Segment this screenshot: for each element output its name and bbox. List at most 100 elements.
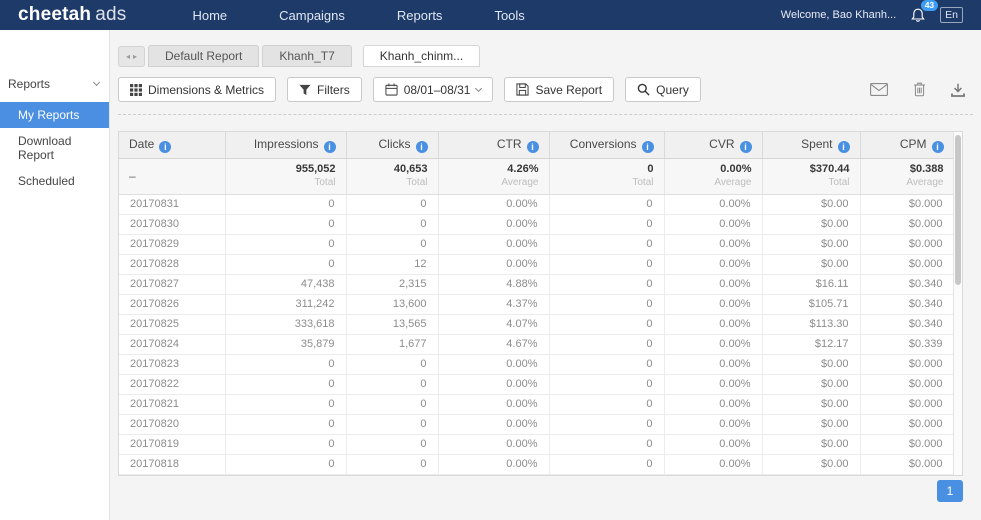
nav-item-tools[interactable]: Tools bbox=[494, 7, 525, 23]
metric-cell: 13,600 bbox=[346, 294, 439, 315]
tab-scroll-arrows[interactable]: ◂ ▸ bbox=[118, 46, 145, 67]
metric-cell: 0.00% bbox=[664, 294, 763, 315]
save-report-button[interactable]: Save Report bbox=[504, 77, 615, 102]
nav-item-reports[interactable]: Reports bbox=[396, 7, 443, 23]
metric-cell: 0.00% bbox=[438, 374, 550, 395]
column-header-label: Spent bbox=[801, 137, 833, 151]
nav-item-home[interactable]: Home bbox=[192, 7, 228, 23]
date-cell: 20170825 bbox=[119, 314, 226, 335]
column-header-conversions[interactable]: Conversions i bbox=[549, 132, 665, 159]
sidebar-group-reports[interactable]: Reports bbox=[0, 72, 109, 96]
info-icon[interactable]: i bbox=[837, 140, 850, 153]
sidebar-item-scheduled[interactable]: Scheduled bbox=[18, 174, 75, 188]
column-header-cvr[interactable]: CVR i bbox=[664, 132, 763, 159]
table-row: 20170819 0 0 0.00% 0 0.00% $0.00 $0.000 bbox=[119, 434, 955, 455]
sidebar-item-my-reports[interactable]: My Reports bbox=[0, 102, 109, 128]
welcome-text[interactable]: Welcome, Bao Khanh... bbox=[780, 9, 897, 21]
delete-report-button[interactable] bbox=[913, 82, 926, 97]
metric-cell: 0 bbox=[549, 454, 665, 475]
info-icon[interactable]: i bbox=[931, 140, 944, 153]
metric-cell: $0.00 bbox=[762, 394, 861, 415]
sidebar-group-label: Reports bbox=[8, 77, 51, 91]
filters-button[interactable]: Filters bbox=[287, 77, 362, 102]
tab-scroll-right-icon[interactable]: ▸ bbox=[133, 52, 138, 61]
metric-cell: $0.00 bbox=[762, 214, 861, 235]
column-header-label: Conversions bbox=[569, 137, 637, 151]
query-label: Query bbox=[656, 82, 689, 97]
date-range-button[interactable]: 08/01–08/31 bbox=[372, 77, 494, 102]
metric-cell: 4.07% bbox=[438, 314, 550, 335]
metric-cell: 0.00% bbox=[664, 334, 763, 355]
metric-cell: $0.000 bbox=[860, 214, 955, 235]
totals-metric-cell: 0.00% Average bbox=[664, 158, 763, 195]
metric-cell: 0.00% bbox=[438, 194, 550, 215]
brand-logo[interactable]: cheetah ads bbox=[18, 4, 126, 26]
tab-default-report[interactable]: Default Report bbox=[148, 45, 260, 67]
tab-khanh-t7[interactable]: Khanh_T7 bbox=[262, 45, 352, 67]
date-cell: 20170823 bbox=[119, 354, 226, 375]
scrollbar-thumb[interactable] bbox=[955, 135, 961, 285]
metric-cell: $0.000 bbox=[860, 254, 955, 275]
metric-cell: 0.00% bbox=[438, 234, 550, 255]
tab-scroll-left-icon[interactable]: ◂ bbox=[125, 52, 130, 61]
column-header-clicks[interactable]: Clicks i bbox=[346, 132, 439, 159]
table-row: 20170823 0 0 0.00% 0 0.00% $0.00 $0.000 bbox=[119, 354, 955, 375]
dimensions-metrics-button[interactable]: Dimensions & Metrics bbox=[118, 77, 277, 102]
query-button[interactable]: Query bbox=[625, 77, 701, 102]
metric-cell: 0 bbox=[549, 334, 665, 355]
sidebar-item-download-report[interactable]: Download Report bbox=[18, 134, 72, 162]
table-row: 20170828 0 12 0.00% 0 0.00% $0.00 $0.000 bbox=[119, 254, 955, 275]
column-header-cpm[interactable]: CPM i bbox=[860, 132, 955, 159]
table-action-icons bbox=[870, 82, 973, 97]
metric-cell: 0.00% bbox=[664, 434, 763, 455]
metric-cell: $0.00 bbox=[762, 414, 861, 435]
language-selector[interactable]: En bbox=[940, 7, 963, 23]
totals-value: 0.00% bbox=[720, 163, 752, 175]
table-scrollbar[interactable] bbox=[953, 132, 962, 475]
info-icon[interactable]: i bbox=[323, 140, 336, 153]
metric-cell: 12 bbox=[346, 254, 439, 275]
tab-khanh-chinm[interactable]: Khanh_chinm... bbox=[362, 45, 481, 67]
page-1-button[interactable]: 1 bbox=[937, 479, 963, 502]
metric-cell: 0 bbox=[225, 214, 347, 235]
email-report-button[interactable] bbox=[870, 83, 888, 96]
metric-cell: 0.00% bbox=[438, 454, 550, 475]
metric-cell: 0.00% bbox=[664, 374, 763, 395]
metric-cell: 0 bbox=[549, 254, 665, 275]
date-cell: 20170821 bbox=[119, 394, 226, 415]
info-icon[interactable]: i bbox=[641, 140, 654, 153]
column-header-date[interactable]: Date i bbox=[119, 132, 226, 159]
column-header-ctr[interactable]: CTR i bbox=[438, 132, 550, 159]
download-report-button[interactable] bbox=[951, 83, 965, 97]
info-icon[interactable]: i bbox=[526, 140, 539, 153]
date-cell: 20170831 bbox=[119, 194, 226, 215]
metric-cell: $0.000 bbox=[860, 194, 955, 215]
totals-metric-cell: 4.26% Average bbox=[438, 158, 550, 195]
download-icon bbox=[951, 83, 965, 97]
info-icon[interactable]: i bbox=[739, 140, 752, 153]
column-header-spent[interactable]: Spent i bbox=[762, 132, 861, 159]
totals-value: 4.26% bbox=[507, 163, 539, 175]
metric-cell: 4.37% bbox=[438, 294, 550, 315]
filters-label: Filters bbox=[317, 82, 350, 97]
toolbar: Dimensions & Metrics Filters bbox=[118, 77, 973, 102]
info-icon[interactable]: i bbox=[415, 140, 428, 153]
table-row: 20170830 0 0 0.00% 0 0.00% $0.00 $0.000 bbox=[119, 214, 955, 235]
nav-item-campaigns[interactable]: Campaigns bbox=[279, 7, 345, 23]
totals-metric-cell: 955,052 Total bbox=[225, 158, 347, 195]
totals-value: 955,052 bbox=[295, 163, 336, 175]
metric-cell: 0 bbox=[225, 434, 347, 455]
notifications-button[interactable]: 43 bbox=[910, 0, 939, 23]
dimensions-metrics-label: Dimensions & Metrics bbox=[148, 82, 265, 97]
metric-cell: $0.340 bbox=[860, 294, 955, 315]
metric-cell: $16.11 bbox=[762, 274, 861, 295]
metric-cell: $0.00 bbox=[762, 354, 861, 375]
column-header-impressions[interactable]: Impressions i bbox=[225, 132, 347, 159]
metric-cell: 0.00% bbox=[664, 194, 763, 215]
totals-aggregation-label: Average bbox=[501, 177, 539, 188]
main-content: ◂ ▸ Default Report Khanh_T7 Khanh_chinm...… bbox=[110, 30, 981, 520]
date-cell: 20170826 bbox=[119, 294, 226, 315]
chevron-down-icon bbox=[475, 84, 483, 92]
info-icon[interactable]: i bbox=[159, 140, 172, 153]
report-tabbar: ◂ ▸ Default Report Khanh_T7 Khanh_chinm... bbox=[118, 45, 973, 67]
